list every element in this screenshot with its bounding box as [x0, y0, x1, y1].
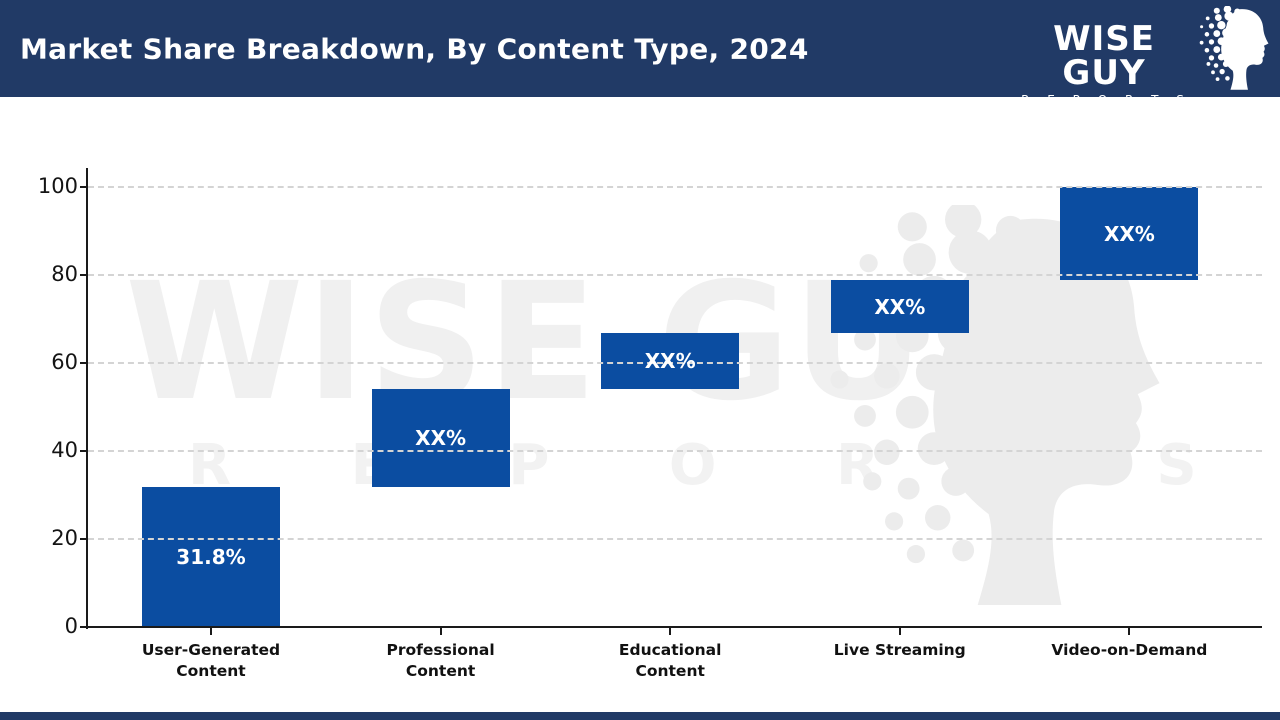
bar — [601, 333, 740, 389]
y-tick — [80, 274, 88, 276]
x-category-label: Professional Content — [386, 641, 495, 680]
chart-title: Market Share Breakdown, By Content Type,… — [20, 32, 809, 65]
x-category-label: User-Generated Content — [141, 641, 281, 680]
bar — [142, 487, 280, 627]
x-category-label: Live Streaming — [833, 641, 966, 659]
gridline — [88, 186, 1262, 188]
y-axis-line — [86, 168, 88, 629]
bar-value-label: XX% — [415, 425, 467, 450]
bar — [1060, 187, 1199, 281]
logo-brand-subtitle: R E P O R T S — [1021, 93, 1191, 107]
x-tick — [210, 628, 212, 635]
y-tick-label: 0 — [64, 614, 78, 638]
y-tick — [80, 362, 88, 364]
x-tick — [669, 628, 672, 635]
y-tick-label: 40 — [51, 438, 78, 462]
logo-text: WISE GUY R E P O R T S — [1010, 22, 1198, 107]
y-tick-label: 20 — [51, 526, 78, 550]
bar-value-label: 31.8% — [176, 545, 246, 570]
dotted-head-icon — [1199, 6, 1269, 90]
x-tick — [1128, 628, 1131, 635]
footer-banner — [0, 712, 1280, 720]
y-tick — [80, 626, 88, 628]
y-tick — [80, 186, 88, 188]
x-axis-line — [86, 626, 1262, 628]
gridline — [88, 274, 1262, 276]
x-category-label: Video-on-Demand — [1051, 641, 1208, 659]
bar-value-label: XX% — [644, 348, 696, 373]
gridline — [88, 450, 1262, 452]
logo-brand-name: WISE GUY — [1053, 19, 1155, 93]
header-banner: Market Share Breakdown, By Content Type,… — [0, 0, 1280, 107]
bar-value-label: XX% — [1103, 221, 1155, 246]
waterfall-chart: 0 20 40 60 80 100 31.8% User-Generated Content XX… — [0, 97, 1280, 712]
y-tick-label: 60 — [51, 350, 78, 374]
x-tick — [439, 628, 442, 635]
x-category-label: Educational Content — [618, 641, 722, 680]
bar — [830, 280, 969, 334]
wise-guy-logo: WISE GUY R E P O R T S — [1010, 4, 1270, 107]
y-tick — [80, 450, 88, 452]
gridline — [88, 538, 1262, 540]
gridline — [88, 362, 1262, 364]
y-tick-label: 80 — [51, 262, 78, 286]
y-tick-label: 100 — [37, 174, 78, 198]
x-tick — [898, 628, 901, 635]
bar-value-label: XX% — [874, 294, 926, 319]
y-tick — [80, 538, 88, 540]
bar — [371, 388, 510, 488]
